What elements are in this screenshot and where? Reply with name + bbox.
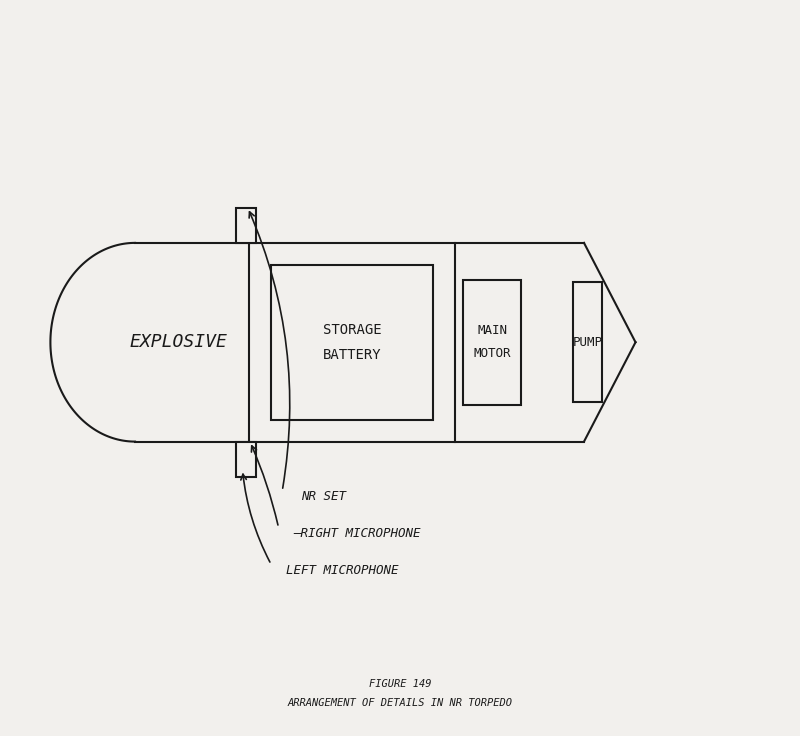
Text: EXPLOSIVE: EXPLOSIVE xyxy=(130,333,227,351)
Text: FIGURE 149: FIGURE 149 xyxy=(369,679,431,690)
Text: PUMP: PUMP xyxy=(573,336,602,349)
Bar xyxy=(271,265,433,420)
Text: STORAGE
BATTERY: STORAGE BATTERY xyxy=(323,323,382,361)
Bar xyxy=(236,208,257,243)
Text: LEFT MICROPHONE: LEFT MICROPHONE xyxy=(286,564,398,577)
Text: MAIN
MOTOR: MAIN MOTOR xyxy=(474,325,510,360)
Text: ARRANGEMENT OF DETAILS IN NR TORPEDO: ARRANGEMENT OF DETAILS IN NR TORPEDO xyxy=(287,698,513,708)
Bar xyxy=(462,280,522,405)
Bar xyxy=(236,442,257,477)
Bar xyxy=(573,282,602,403)
Text: NR SET: NR SET xyxy=(301,490,346,503)
Text: —RIGHT MICROPHONE: —RIGHT MICROPHONE xyxy=(294,527,421,540)
